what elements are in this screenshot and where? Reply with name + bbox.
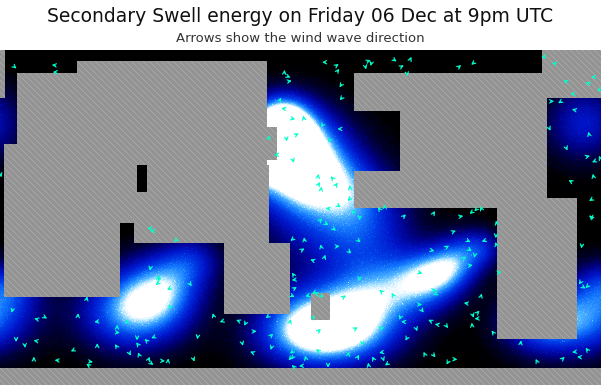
Text: Arrows show the wind wave direction: Arrows show the wind wave direction [176, 32, 425, 45]
Text: Secondary Swell energy on Friday 06 Dec at 9pm UTC: Secondary Swell energy on Friday 06 Dec … [47, 7, 554, 25]
